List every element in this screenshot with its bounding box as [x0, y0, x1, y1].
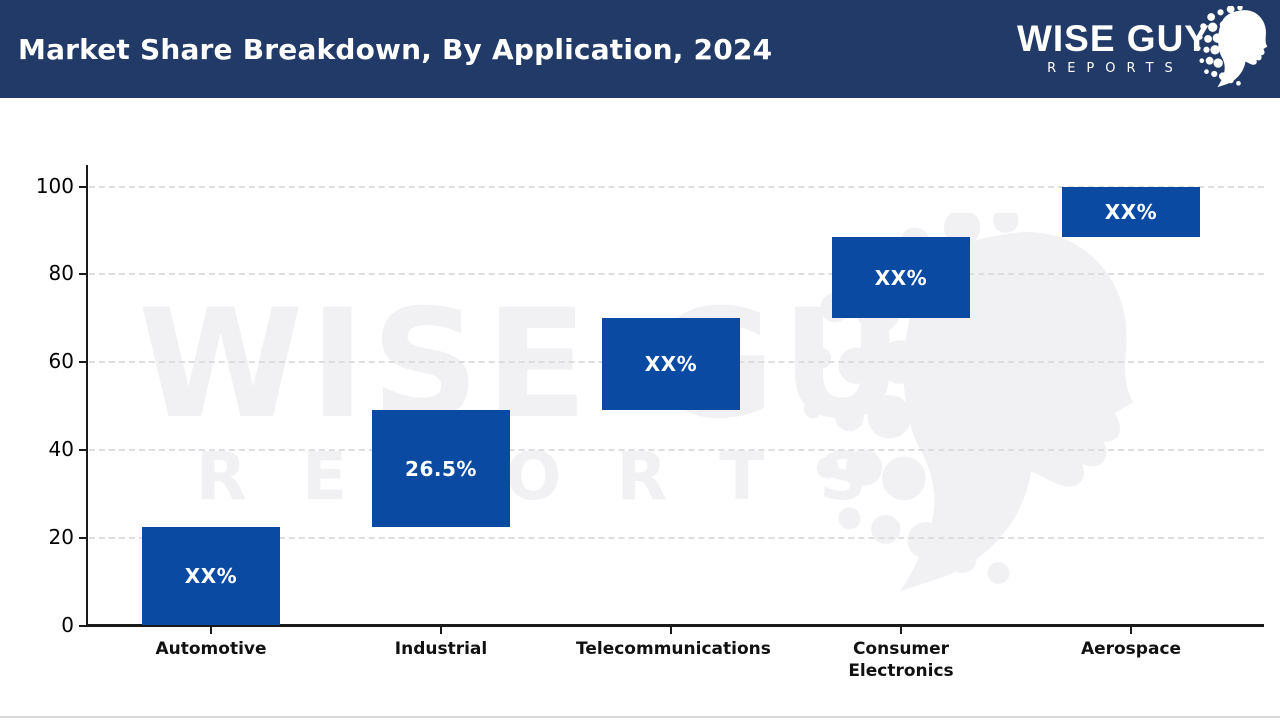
bar-value-label: XX% — [1104, 199, 1158, 224]
y-gridline — [89, 273, 1264, 276]
bar-value-label: XX% — [184, 564, 238, 589]
x-tick-mark — [1130, 627, 1132, 634]
y-tick-label: 60 — [48, 349, 74, 374]
logo-text: WISE GUY REPORTS — [1016, 18, 1210, 76]
x-tick-mark — [900, 627, 902, 634]
category-label: Automotive — [155, 638, 267, 659]
y-tick-mark — [79, 536, 88, 539]
y-tick-mark — [79, 624, 88, 627]
category-label: Consumer Electronics — [848, 638, 954, 681]
y-tick-mark — [79, 361, 88, 364]
category-label-box: Telecommunications — [556, 638, 786, 660]
y-gridline — [89, 185, 1264, 188]
x-tick-mark — [670, 627, 672, 634]
category-label-box: Aerospace — [1016, 638, 1246, 660]
bar: XX% — [1062, 186, 1200, 237]
bottom-divider — [0, 716, 1280, 718]
category-label-box: Automotive — [96, 638, 326, 660]
y-tick-label: 0 — [61, 612, 74, 637]
category-label: Aerospace — [1080, 638, 1182, 659]
y-tick-label: 80 — [48, 261, 74, 286]
category-label: Industrial — [394, 638, 488, 659]
y-tick-mark — [79, 448, 88, 451]
y-axis — [86, 164, 88, 628]
page-title: Market Share Breakdown, By Application, … — [18, 32, 773, 66]
y-tick-label: 40 — [48, 436, 74, 461]
x-axis — [86, 624, 1264, 627]
y-gridline — [89, 536, 1264, 539]
category-label: Telecommunications — [576, 638, 771, 659]
app-header: Market Share Breakdown, By Application, … — [0, 0, 1280, 98]
y-tick-mark — [79, 273, 88, 276]
logo-name: WISE GUY — [1016, 18, 1210, 59]
wise-guy-reports-logo: WISE GUY REPORTS — [1012, 4, 1272, 94]
dotted-head-logo-icon — [1196, 6, 1268, 88]
y-tick-mark — [79, 185, 88, 188]
category-label-box: Consumer Electronics — [786, 638, 1016, 682]
y-tick-label: 100 — [35, 173, 74, 198]
logo-subtitle: REPORTS — [1047, 60, 1184, 76]
x-tick-mark — [210, 627, 212, 634]
bar: XX% — [602, 318, 740, 411]
bar-value-label: XX% — [874, 265, 928, 290]
watermark-head-icon — [803, 213, 1133, 592]
bar: XX% — [142, 526, 280, 626]
bar-value-label: 26.5% — [405, 456, 477, 481]
bar-value-label: XX% — [644, 352, 698, 377]
y-gridline — [89, 448, 1264, 451]
bar: 26.5% — [372, 410, 510, 527]
bar: XX% — [832, 236, 970, 319]
x-tick-mark — [440, 627, 442, 634]
y-tick-label: 20 — [48, 524, 74, 549]
category-label-box: Industrial — [326, 638, 556, 660]
